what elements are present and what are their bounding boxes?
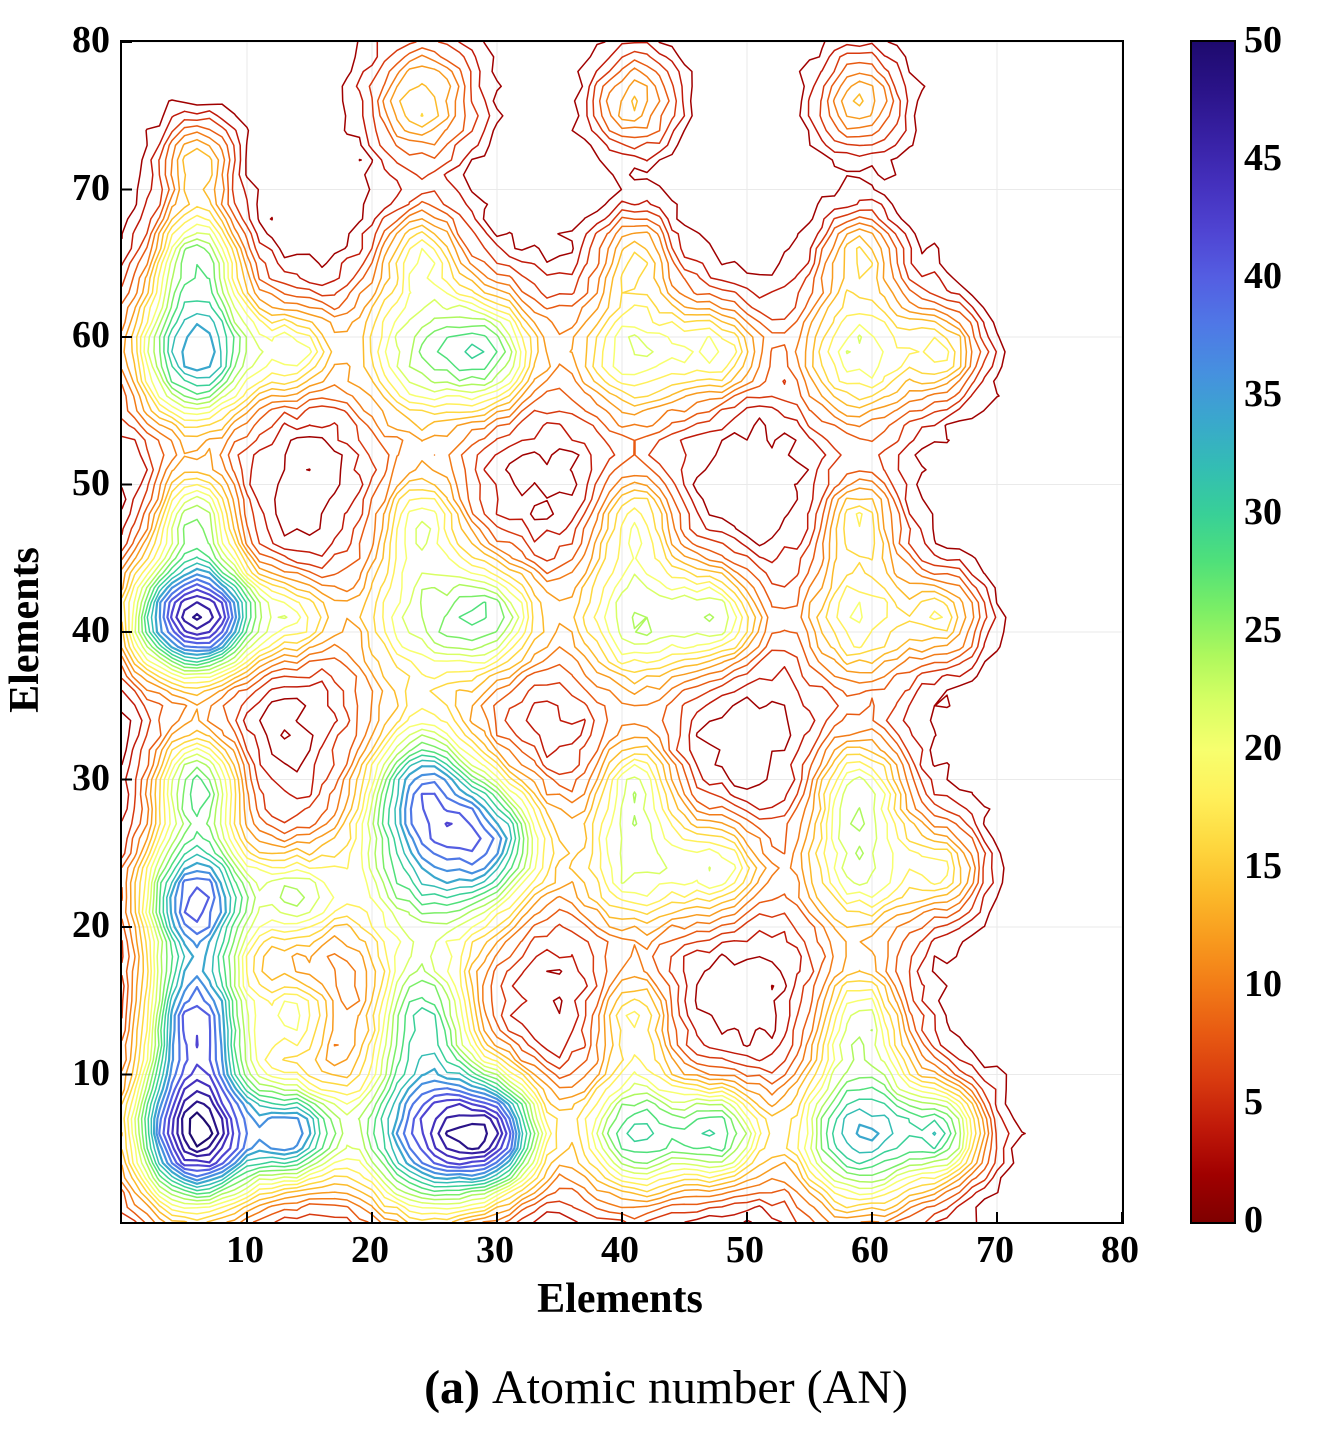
colorbar [1190, 40, 1236, 1224]
caption-text: Atomic number (AN) [492, 1361, 908, 1414]
colorbar-tick: 0 [1244, 1198, 1263, 1242]
y-tick: 80 [40, 18, 110, 62]
colorbar-tick: 35 [1244, 372, 1282, 416]
x-tick: 10 [226, 1228, 264, 1272]
contour-svg [122, 42, 1122, 1222]
colorbar-tick: 50 [1244, 18, 1282, 62]
x-tick: 30 [476, 1228, 514, 1272]
y-tick: 60 [40, 313, 110, 357]
x-tick: 50 [726, 1228, 764, 1272]
colorbar-tick: 45 [1244, 136, 1282, 180]
figure: Elements Elements (a) Atomic number (AN)… [0, 0, 1332, 1450]
colorbar-tick: 25 [1244, 608, 1282, 652]
colorbar-tick: 5 [1244, 1080, 1263, 1124]
colorbar-tick: 40 [1244, 254, 1282, 298]
y-tick: 50 [40, 461, 110, 505]
figure-caption: (a) Atomic number (AN) [0, 1360, 1332, 1415]
x-tick: 40 [601, 1228, 639, 1272]
y-tick: 20 [40, 903, 110, 947]
y-tick: 10 [40, 1051, 110, 1095]
x-tick: 60 [851, 1228, 889, 1272]
y-tick: 30 [40, 756, 110, 800]
x-tick: 80 [1101, 1228, 1139, 1272]
caption-prefix: (a) [424, 1361, 492, 1414]
colorbar-tick: 15 [1244, 844, 1282, 888]
contour-plot [120, 40, 1124, 1224]
colorbar-tick: 20 [1244, 726, 1282, 770]
x-axis-label: Elements [537, 1275, 703, 1323]
y-tick: 40 [40, 608, 110, 652]
colorbar-tick: 10 [1244, 962, 1282, 1006]
x-axis-label-text: Elements [537, 1276, 703, 1322]
y-tick: 70 [40, 166, 110, 210]
x-tick: 20 [351, 1228, 389, 1272]
x-tick: 70 [976, 1228, 1014, 1272]
colorbar-tick: 30 [1244, 490, 1282, 534]
